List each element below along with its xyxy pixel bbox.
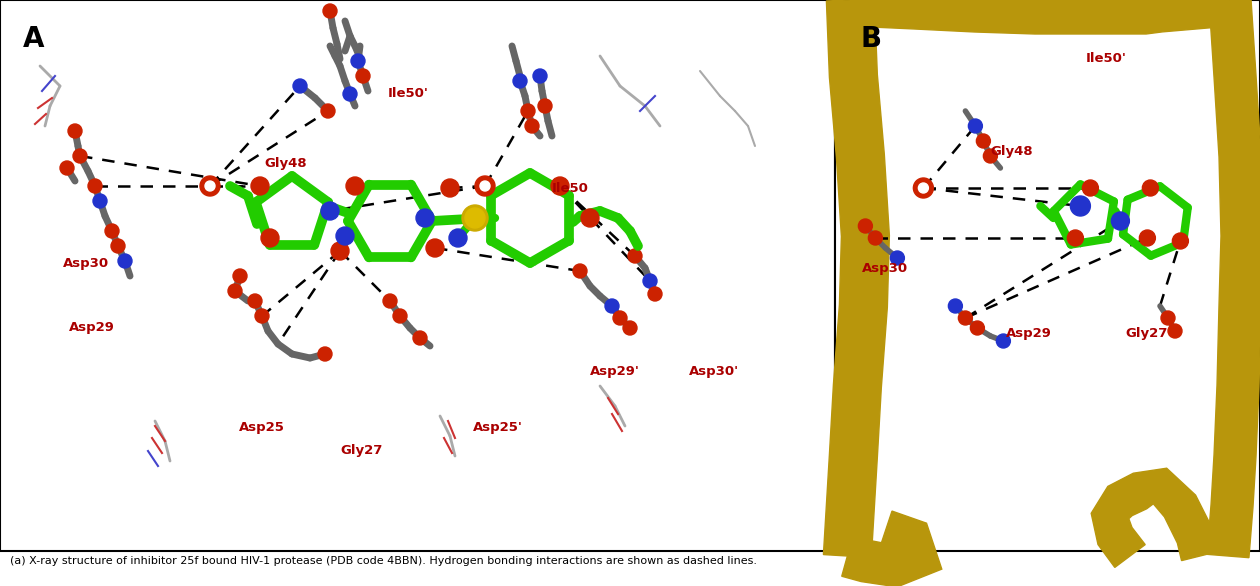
Circle shape xyxy=(919,183,929,193)
Text: Asp29': Asp29' xyxy=(590,365,640,378)
Circle shape xyxy=(969,119,983,133)
Circle shape xyxy=(622,321,638,335)
Circle shape xyxy=(858,219,872,233)
Circle shape xyxy=(465,208,485,228)
Circle shape xyxy=(60,161,74,175)
Circle shape xyxy=(983,149,998,163)
Circle shape xyxy=(976,134,990,148)
Circle shape xyxy=(343,87,357,101)
Circle shape xyxy=(551,177,570,195)
Text: Gly27: Gly27 xyxy=(340,444,383,457)
Circle shape xyxy=(93,194,107,208)
Circle shape xyxy=(118,254,132,268)
Circle shape xyxy=(949,299,963,313)
Circle shape xyxy=(294,79,307,93)
Circle shape xyxy=(1111,212,1129,230)
Circle shape xyxy=(255,309,268,323)
Circle shape xyxy=(1071,196,1090,216)
Text: A: A xyxy=(23,25,44,53)
Circle shape xyxy=(643,274,656,288)
Circle shape xyxy=(233,269,247,283)
Circle shape xyxy=(520,104,536,118)
Text: Asp30: Asp30 xyxy=(63,257,110,270)
Circle shape xyxy=(261,229,278,247)
Circle shape xyxy=(205,181,215,191)
Text: Ile50': Ile50' xyxy=(1086,52,1126,64)
Polygon shape xyxy=(1207,0,1260,558)
Circle shape xyxy=(475,176,495,196)
Text: B: B xyxy=(861,25,882,53)
Circle shape xyxy=(573,264,587,278)
Circle shape xyxy=(605,299,619,313)
Circle shape xyxy=(891,251,905,265)
Bar xyxy=(0,0,835,551)
Circle shape xyxy=(914,178,934,198)
Circle shape xyxy=(533,69,547,83)
Text: Ile50: Ile50 xyxy=(552,182,588,195)
Circle shape xyxy=(959,311,973,325)
Circle shape xyxy=(648,287,662,301)
Circle shape xyxy=(513,74,527,88)
Circle shape xyxy=(357,69,370,83)
Circle shape xyxy=(346,177,364,195)
Circle shape xyxy=(1139,230,1155,246)
Circle shape xyxy=(997,334,1011,348)
Circle shape xyxy=(336,227,354,245)
Circle shape xyxy=(331,242,349,260)
Circle shape xyxy=(970,321,984,335)
Polygon shape xyxy=(824,0,890,557)
Bar xyxy=(835,0,1260,551)
Circle shape xyxy=(1143,180,1158,196)
Circle shape xyxy=(480,181,490,191)
Text: Asp29: Asp29 xyxy=(1005,327,1051,340)
Circle shape xyxy=(105,224,118,238)
Circle shape xyxy=(352,54,365,68)
Text: Ile50': Ile50' xyxy=(388,87,428,100)
Circle shape xyxy=(321,104,335,118)
Text: Asp30: Asp30 xyxy=(862,263,908,275)
Circle shape xyxy=(416,209,433,227)
Circle shape xyxy=(228,284,242,298)
Circle shape xyxy=(200,176,220,196)
Circle shape xyxy=(73,149,87,163)
Text: Asp29: Asp29 xyxy=(69,321,115,334)
Polygon shape xyxy=(1091,468,1218,567)
Circle shape xyxy=(462,205,488,231)
Circle shape xyxy=(248,294,262,308)
Text: Asp30': Asp30' xyxy=(689,365,740,378)
Circle shape xyxy=(413,331,427,345)
Text: Gly48: Gly48 xyxy=(265,157,307,170)
Circle shape xyxy=(111,239,125,253)
Circle shape xyxy=(627,249,643,263)
Circle shape xyxy=(68,124,82,138)
Circle shape xyxy=(1067,230,1084,246)
Circle shape xyxy=(581,209,598,227)
Polygon shape xyxy=(849,0,1232,34)
Circle shape xyxy=(88,179,102,193)
Circle shape xyxy=(441,179,459,197)
Circle shape xyxy=(383,294,397,308)
Circle shape xyxy=(538,99,552,113)
Circle shape xyxy=(321,202,339,220)
Text: Asp25': Asp25' xyxy=(472,421,523,434)
Circle shape xyxy=(1172,233,1188,249)
Circle shape xyxy=(1160,311,1176,325)
Circle shape xyxy=(318,347,331,361)
Circle shape xyxy=(614,311,627,325)
Polygon shape xyxy=(842,511,941,586)
Text: Gly27: Gly27 xyxy=(1125,327,1168,340)
Circle shape xyxy=(525,119,539,133)
Circle shape xyxy=(251,177,268,195)
Circle shape xyxy=(393,309,407,323)
Text: Gly48: Gly48 xyxy=(990,145,1033,158)
Circle shape xyxy=(1082,180,1099,196)
Circle shape xyxy=(449,229,467,247)
Text: (a) X-ray structure of inhibitor 25f bound HIV-1 protease (PDB code 4BBN). Hydro: (a) X-ray structure of inhibitor 25f bou… xyxy=(10,556,757,566)
Circle shape xyxy=(323,4,336,18)
Circle shape xyxy=(1168,324,1182,338)
Circle shape xyxy=(868,231,882,245)
Circle shape xyxy=(426,239,444,257)
Text: Asp25: Asp25 xyxy=(239,421,285,434)
